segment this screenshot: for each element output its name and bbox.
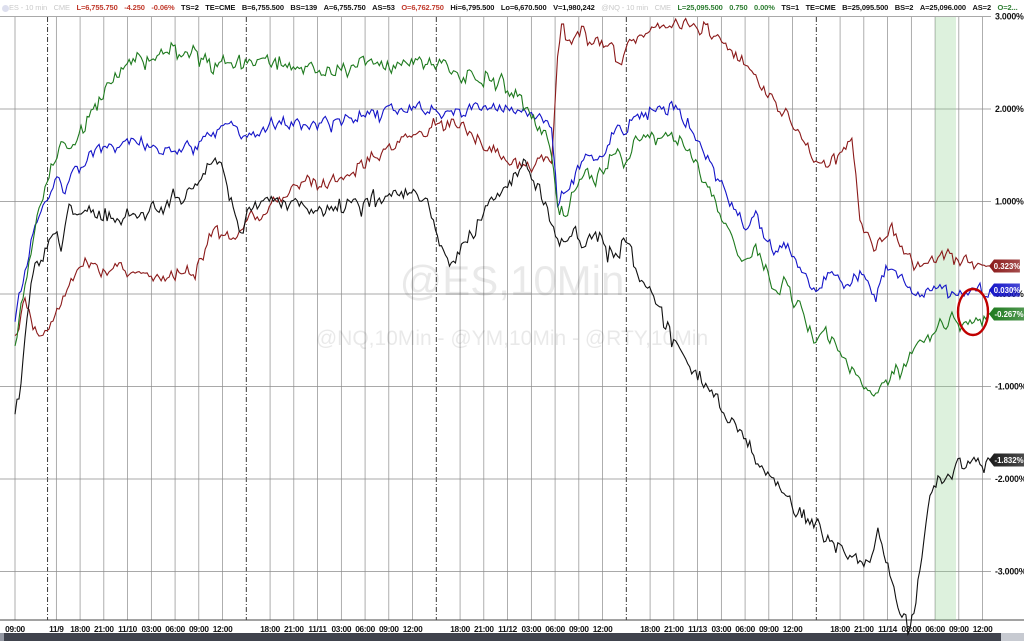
svg-text:11/10: 11/10 [118, 624, 137, 634]
svg-text:03:00: 03:00 [331, 624, 351, 634]
svg-text:09:00: 09:00 [569, 624, 589, 634]
svg-text:06:00: 06:00 [355, 624, 375, 634]
svg-text:18:00: 18:00 [70, 624, 90, 634]
svg-text:12:00: 12:00 [783, 624, 803, 634]
svg-text:@NQ,10Min - @YM,10Min - @RTY,1: @NQ,10Min - @YM,10Min - @RTY,10Min [316, 327, 708, 350]
svg-text:09:00: 09:00 [189, 624, 209, 634]
svg-text:-3.000%: -3.000% [995, 567, 1024, 577]
svg-text:12:00: 12:00 [403, 624, 423, 634]
svg-text:21:00: 21:00 [94, 624, 114, 634]
svg-text:09:00: 09:00 [379, 624, 399, 634]
svg-text:21:00: 21:00 [664, 624, 684, 634]
svg-text:0.323%: 0.323% [994, 262, 1021, 271]
svg-text:-0.267%: -0.267% [994, 310, 1023, 319]
svg-text:0.030%: 0.030% [994, 286, 1021, 295]
svg-text:18:00: 18:00 [640, 624, 660, 634]
svg-text:11/9: 11/9 [49, 624, 64, 634]
svg-text:@ES,10Min: @ES,10Min [400, 257, 625, 304]
svg-text:11/11: 11/11 [308, 624, 327, 634]
svg-text:09:00: 09:00 [949, 624, 969, 634]
svg-text:03:00: 03:00 [711, 624, 731, 634]
svg-text:18:00: 18:00 [830, 624, 850, 634]
svg-text:21:00: 21:00 [854, 624, 874, 634]
svg-text:18:00: 18:00 [450, 624, 470, 634]
svg-text:06:00: 06:00 [735, 624, 755, 634]
svg-text:09:00: 09:00 [759, 624, 779, 634]
svg-text:11/12: 11/12 [498, 624, 517, 634]
svg-text:11/14: 11/14 [878, 624, 897, 634]
svg-text:06:00: 06:00 [925, 624, 945, 634]
svg-text:21:00: 21:00 [284, 624, 304, 634]
svg-text:18:00: 18:00 [260, 624, 280, 634]
svg-text:09:00: 09:00 [5, 624, 25, 634]
svg-text:1.000%: 1.000% [995, 197, 1024, 207]
svg-text:21:00: 21:00 [474, 624, 494, 634]
svg-text:-1.832%: -1.832% [994, 456, 1023, 465]
svg-text:-1.000%: -1.000% [995, 382, 1024, 392]
svg-text:03:00: 03:00 [521, 624, 541, 634]
svg-text:03:00: 03:00 [901, 624, 921, 634]
svg-text:-2.000%: -2.000% [995, 474, 1024, 484]
svg-text:06:00: 06:00 [545, 624, 565, 634]
svg-text:12:00: 12:00 [213, 624, 233, 634]
svg-text:03:00: 03:00 [141, 624, 161, 634]
svg-text:11/13: 11/13 [688, 624, 707, 634]
svg-text:06:00: 06:00 [165, 624, 185, 634]
svg-text:12:00: 12:00 [593, 624, 613, 634]
svg-text:2.000%: 2.000% [995, 104, 1024, 114]
svg-text:12:00: 12:00 [973, 624, 993, 634]
